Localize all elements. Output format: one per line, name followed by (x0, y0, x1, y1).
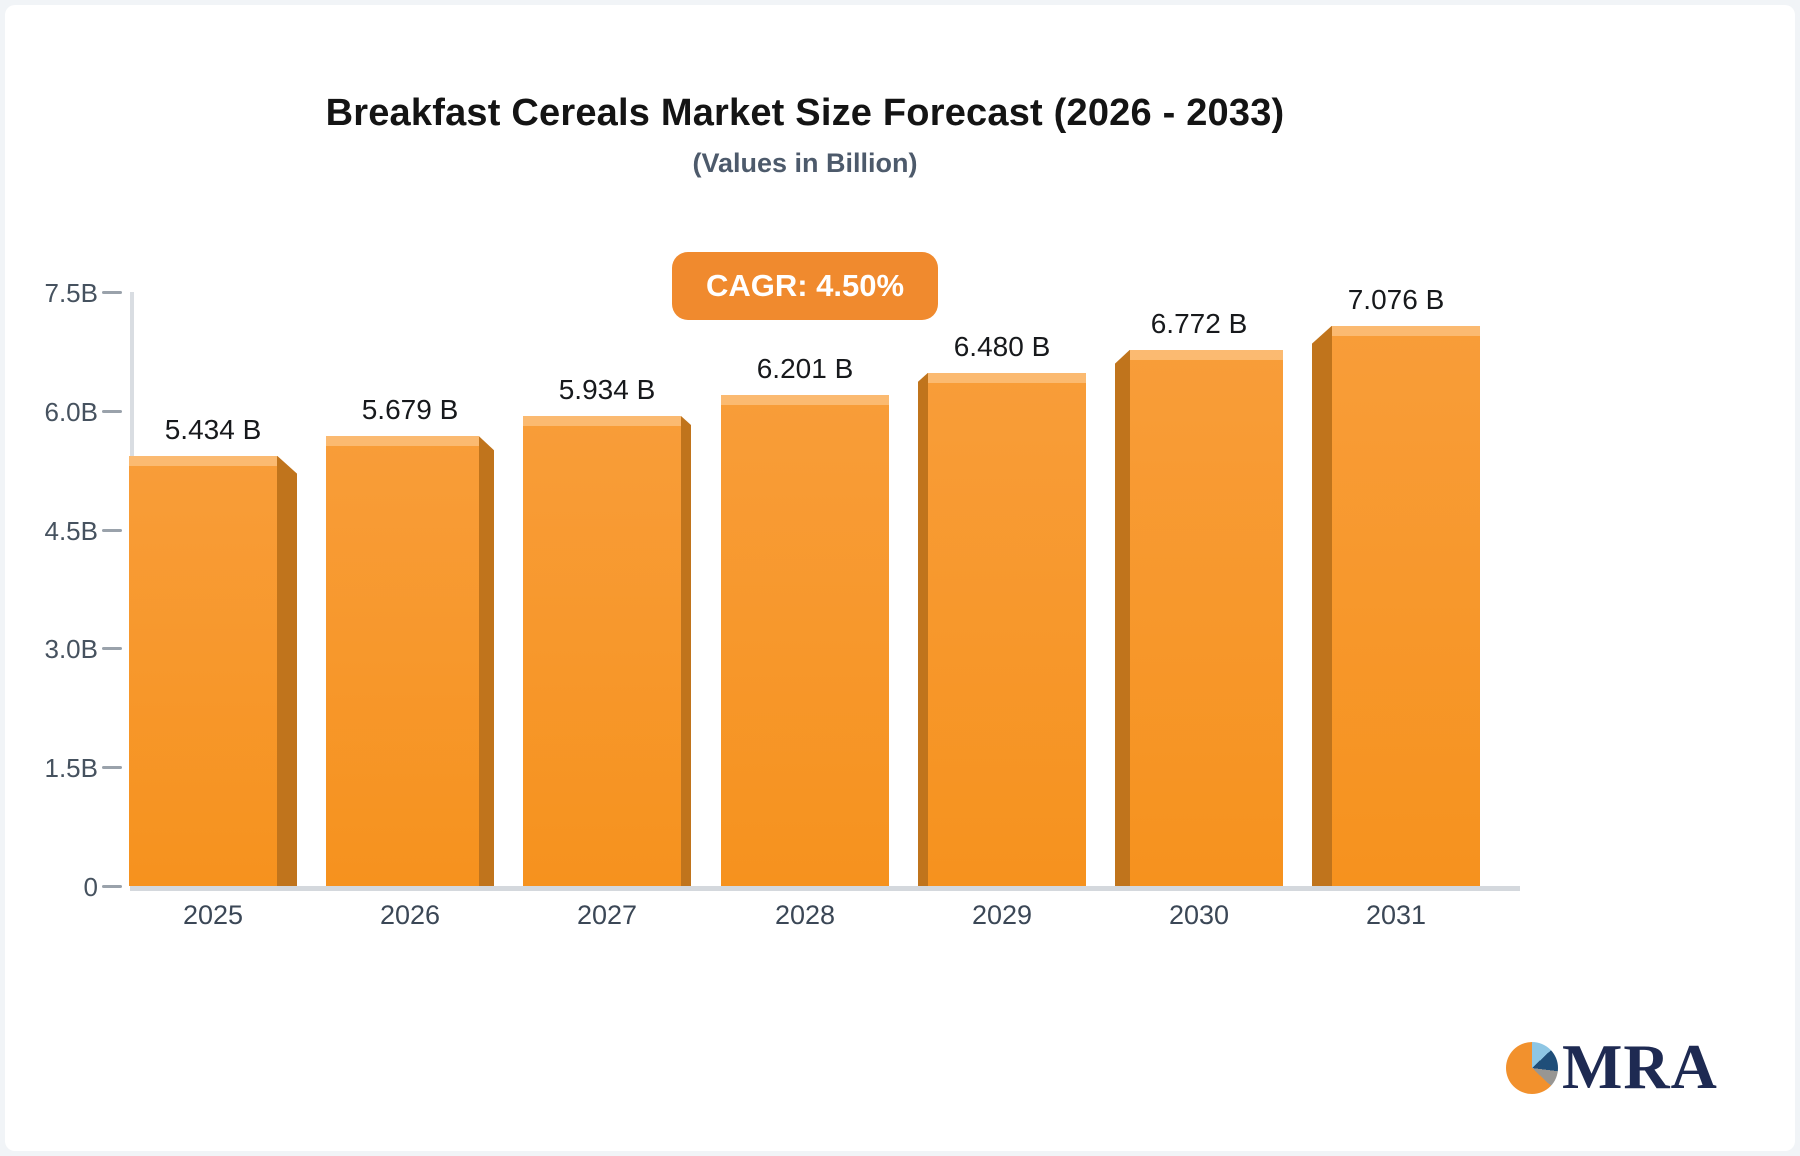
bar-top-face (326, 436, 479, 447)
x-axis-label: 2029 (971, 900, 1033, 930)
bar-top-face (129, 455, 277, 466)
bar-top-face (1130, 349, 1283, 360)
chart-subtitle: (Values in Billion) (692, 148, 918, 178)
x-axis-label: 2028 (774, 900, 836, 930)
x-axis-label: 2030 (1168, 900, 1230, 930)
bar-value-label: 5.434 B (164, 413, 262, 445)
bar-side-face (681, 416, 691, 886)
y-tick-mark (102, 885, 122, 888)
bar-value-label: 6.480 B (953, 330, 1051, 362)
bar-top-face (1332, 325, 1480, 336)
bar-side-face (277, 455, 297, 886)
y-tick-label: 4.5B (44, 515, 99, 546)
bar-value-label: 7.076 B (1347, 283, 1445, 315)
chart-title: Breakfast Cereals Market Size Forecast (… (325, 92, 1285, 134)
bar-face (326, 436, 479, 886)
x-axis-label: 2026 (379, 900, 441, 930)
logo-pie-icon (1506, 1042, 1558, 1094)
bar-2029 (918, 372, 1086, 886)
x-axis-line (130, 886, 1520, 891)
x-axis-label: 2025 (182, 900, 244, 930)
bar-side-face (918, 372, 928, 886)
bar-2025 (129, 455, 297, 886)
bar-face (1332, 325, 1480, 886)
bar-top-face (928, 372, 1086, 383)
bar-top-face (721, 394, 889, 405)
brand-logo: MRA (1500, 1028, 1730, 1112)
cagr-badge: CAGR: 4.50% (671, 252, 939, 320)
x-axis-label: 2031 (1365, 900, 1427, 930)
bar-2028 (721, 394, 889, 886)
bar-face (928, 372, 1086, 886)
bar-value-label: 6.772 B (1150, 307, 1248, 339)
bar-value-label: 5.934 B (558, 374, 656, 406)
bar-2030 (1115, 349, 1283, 886)
bar-side-face (1312, 325, 1332, 886)
bar-side-face (479, 436, 494, 886)
y-tick-mark (102, 528, 122, 532)
x-axis-label: 2027 (576, 900, 638, 930)
bar-face (721, 394, 889, 886)
bar-value-label: 6.201 B (756, 352, 854, 384)
bar-face (1130, 349, 1283, 886)
y-tick-label: 1.5B (44, 753, 99, 784)
y-tick-mark (102, 766, 122, 770)
y-tick-label: 7.5B (44, 278, 99, 308)
y-tick-label: 0 (83, 872, 98, 902)
y-tick-mark (102, 291, 122, 294)
bar-face (129, 455, 277, 886)
bar-top-face (523, 416, 681, 427)
bar-side-face (1115, 349, 1130, 886)
chart-card (5, 5, 1795, 1151)
bar-value-label: 5.679 B (361, 394, 459, 426)
bar-2031 (1312, 325, 1480, 886)
bar-2026 (326, 436, 494, 886)
bar-face (523, 416, 681, 886)
y-tick-label: 6.0B (44, 396, 99, 427)
cagr-badge-row: CAGR: 4.50% (60, 252, 1550, 320)
y-tick-mark (102, 647, 122, 651)
bar-2027 (523, 416, 691, 886)
y-tick-mark (102, 409, 122, 413)
y-tick-label: 3.0B (44, 634, 99, 665)
logo-text: MRA (1562, 1031, 1718, 1102)
